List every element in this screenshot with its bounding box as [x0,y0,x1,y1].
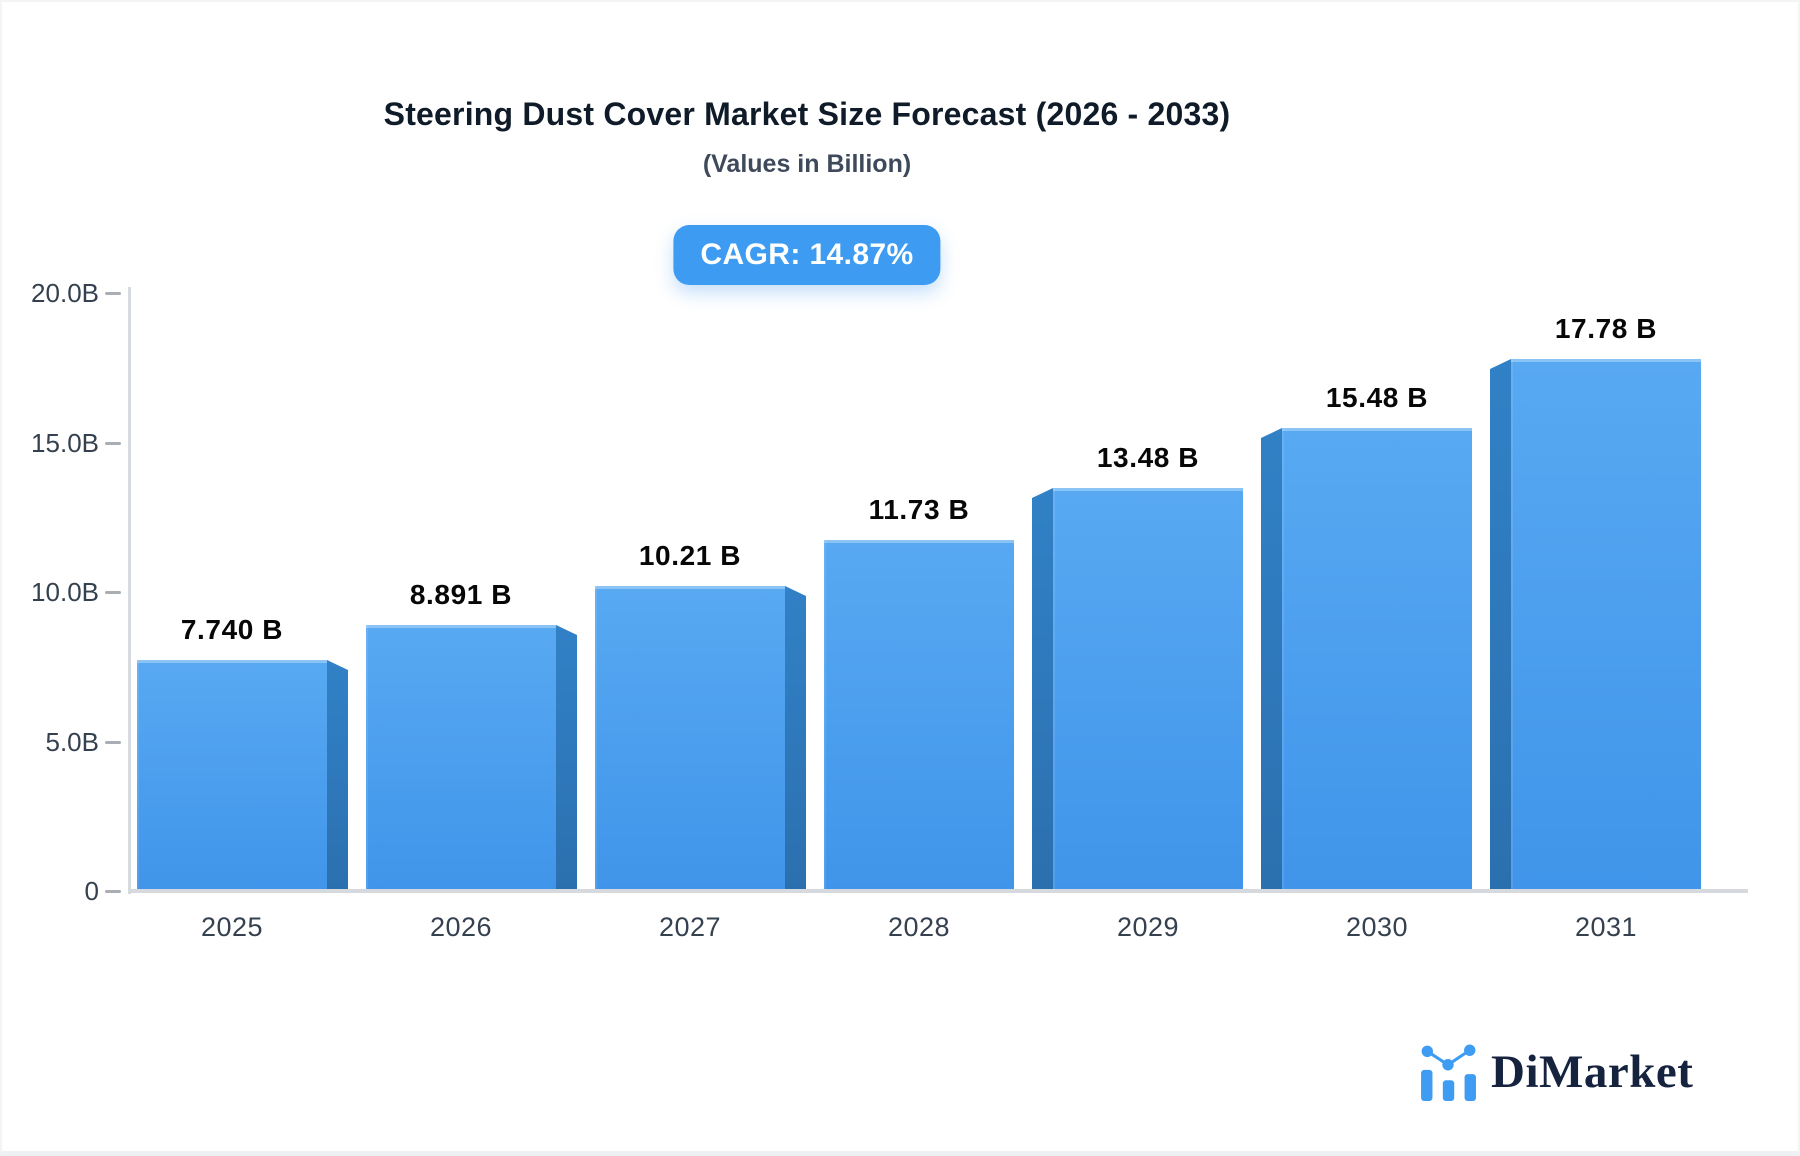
bar [1282,428,1472,891]
bar-value-label: 11.73 B [868,494,970,525]
y-tick-mark [105,591,121,594]
bar-value-label: 15.48 B [1325,382,1429,413]
bar-side [1490,359,1511,891]
bar-value-label: 7.740 B [180,614,284,645]
y-tick-mark [105,740,121,744]
y-tick-label: 5.0B [45,726,100,757]
bar [366,625,556,891]
y-tick-mark [105,292,121,295]
y-tick-mark [105,441,121,445]
bar-value-label: 13.48 B [1096,442,1200,473]
brand-logo: DiMarket [1419,1042,1693,1102]
y-axis-line [128,287,131,894]
x-tick-label: 2026 [429,912,493,942]
x-tick-label: 2031 [1574,912,1638,942]
bar [595,586,785,891]
bar-value-label: 17.78 B [1554,313,1658,344]
y-tick-label: 0 [84,876,99,906]
bar [137,660,327,891]
chart-title: Steering Dust Cover Market Size Forecast… [383,96,1231,132]
bar-side [1032,488,1053,891]
y-tick-label: 10.0B [31,577,99,607]
bar [1511,359,1701,891]
cagr-badge: CAGR: 14.87% [673,225,941,285]
bar-side [327,660,348,891]
bar-side [556,625,577,891]
brand-name: DiMarket [1491,1046,1694,1098]
chart-subtitle: (Values in Billion) [702,150,912,178]
bar [1053,488,1243,891]
bar-side [785,586,806,891]
x-tick-label: 2027 [658,912,722,942]
x-tick-label: 2028 [887,912,951,942]
y-tick-label: 20.0B [31,278,99,308]
x-tick-label: 2025 [200,912,264,942]
bar-value-label: 10.21 B [638,540,742,571]
y-tick-label: 15.0B [31,427,99,458]
bar-value-label: 8.891 B [409,579,513,610]
bar-side [1261,428,1282,891]
bar [824,540,1014,891]
x-axis-baseline [128,889,1748,893]
y-tick-mark [105,890,121,893]
x-tick-label: 2029 [1116,912,1180,942]
bar-line-chart-icon [1419,1043,1477,1101]
x-tick-label: 2030 [1345,912,1409,942]
